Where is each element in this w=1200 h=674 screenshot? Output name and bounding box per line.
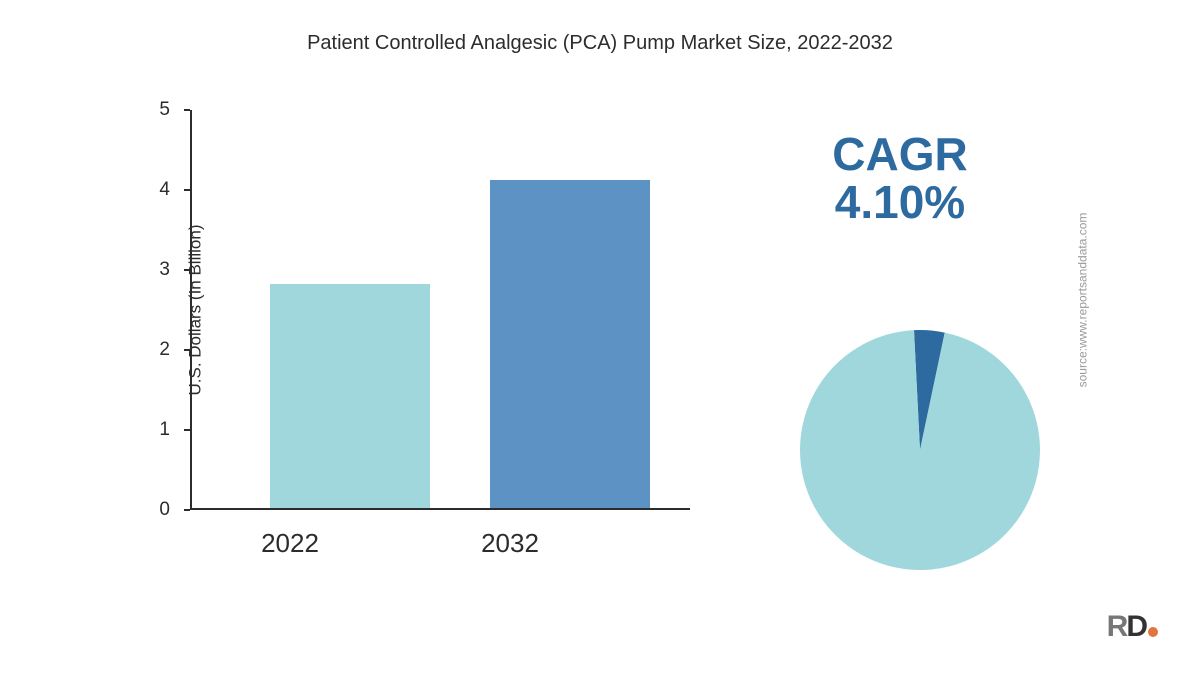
chart-title-text: Patient Controlled Analgesic (PCA) Pump … xyxy=(307,32,893,54)
y-tick-label: 5 xyxy=(130,99,170,121)
cagr-block: CAGR 4.10% xyxy=(750,130,1050,227)
y-tick xyxy=(184,349,190,351)
logo-letter-r: R xyxy=(1107,610,1127,644)
cagr-label: CAGR xyxy=(750,130,1050,178)
plot-area xyxy=(190,110,690,510)
source-attribution: source:www.reportsanddata.com xyxy=(1074,213,1092,388)
y-tick xyxy=(184,269,190,271)
y-tick-label: 1 xyxy=(130,419,170,441)
cagr-value: 4.10% xyxy=(750,178,1050,226)
logo-letter-d: D xyxy=(1126,610,1146,644)
x-tick-label: 2022 xyxy=(230,528,350,559)
source-text: source:www.reportsanddata.com xyxy=(1076,213,1090,388)
y-axis-line xyxy=(190,110,192,510)
y-tick xyxy=(184,189,190,191)
y-tick xyxy=(184,509,190,511)
y-tick xyxy=(184,429,190,431)
bar xyxy=(490,180,650,508)
bar-chart: U.S. Dollars (In Billion) 012345 2022203… xyxy=(130,110,690,540)
y-tick-label: 4 xyxy=(130,179,170,201)
x-axis-line xyxy=(190,508,690,510)
brand-logo: R D xyxy=(1107,610,1158,644)
y-tick-label: 3 xyxy=(130,259,170,281)
bar xyxy=(270,284,430,508)
y-tick xyxy=(184,109,190,111)
chart-title: Patient Controlled Analgesic (PCA) Pump … xyxy=(0,32,1200,55)
x-tick-label: 2032 xyxy=(450,528,570,559)
y-tick-label: 2 xyxy=(130,339,170,361)
pie-chart xyxy=(790,320,1050,580)
logo-dot-icon xyxy=(1148,627,1158,637)
pie-svg xyxy=(790,320,1050,580)
y-tick-label: 0 xyxy=(130,499,170,521)
page-root: Patient Controlled Analgesic (PCA) Pump … xyxy=(0,0,1200,674)
